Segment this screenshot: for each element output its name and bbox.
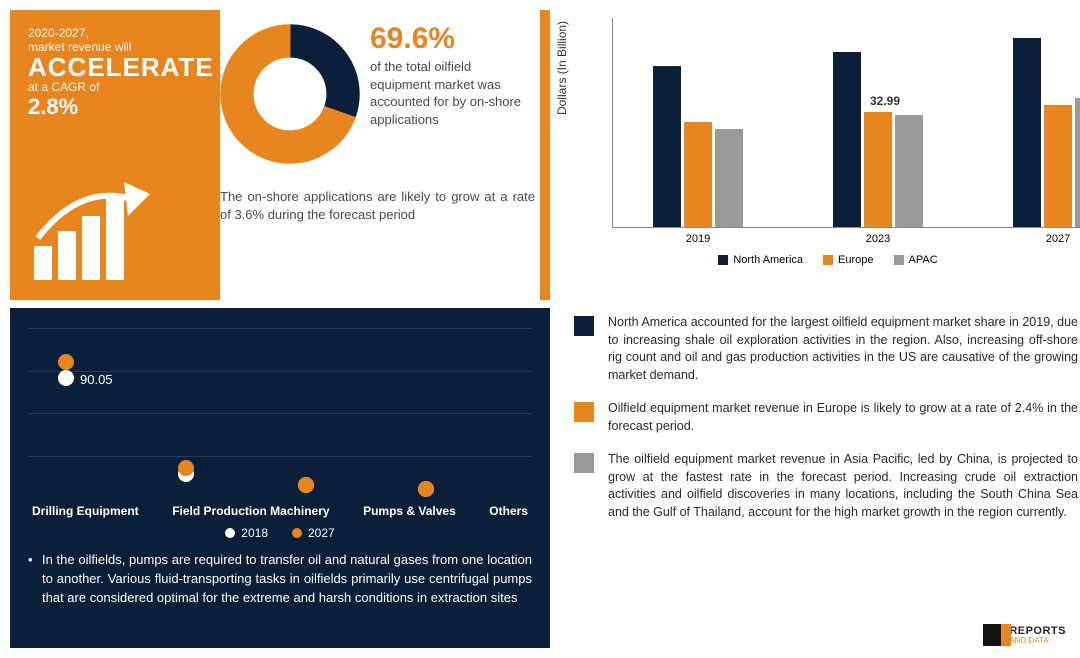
scatter-dot [298,477,314,493]
bar [895,115,923,227]
scatter-legend: 2018 2027 [28,526,532,541]
bar-chart-ylabel: Dollars (In Billion) [555,21,569,115]
logo-mark-icon [983,624,1005,646]
equipment-scatter-panel: 90.05 Drilling Equipment Field Production … [10,308,550,648]
bar [715,129,743,227]
scatter-x-label: Drilling Equipment [32,504,139,518]
region-note-item: North America accounted for the largest … [574,314,1078,384]
growth-chart-icon [28,176,158,286]
legend-item: North America [718,254,803,266]
color-swatch [574,453,594,473]
brand-logo: REPORTS AND DATA [983,624,1066,646]
scatter-plot: 90.05 Drilling Equipment Field Production … [28,328,532,518]
donut-chart [220,24,360,164]
scatter-x-label: Field Production Machinery [172,504,329,518]
scatter-dot [58,370,74,386]
region-note-item: Oilfield equipment market revenue in Eur… [574,400,1078,435]
logo-text: REPORTS AND DATA [1009,626,1066,645]
region-note-text: North America accounted for the largest … [608,314,1078,384]
gridline [28,456,532,457]
scatter-footnote: In the oilfields, pumps are required to … [28,551,532,608]
bar-x-label: 2019 [653,233,743,245]
region-note-text: The oilfield equipment market revenue in… [608,451,1078,521]
color-swatch [574,402,594,422]
gridline [28,371,532,372]
scatter-dot [418,481,434,497]
legend-item: Europe [823,254,873,266]
bar-group: 2019 [653,66,743,227]
donut-description: of the total oilfield equipment market w… [370,58,535,128]
bar [833,52,861,227]
bar-group: 2023 [833,52,923,227]
bar [653,66,681,227]
bar [1075,98,1080,228]
scatter-dot [178,460,194,476]
legend-item: 2018 [225,526,268,540]
scatter-x-label: Others [489,504,528,518]
accelerate-panel: 2020-2027, market revenue will ACCELERAT… [10,10,550,300]
gridline [28,413,532,414]
bar [1044,105,1072,228]
scatter-value-label: 90.05 [80,372,113,387]
donut-footnote: The on-shore applications are likely to … [220,188,535,224]
donut-percent: 69.6% [370,22,455,56]
legend-item: 2027 [292,526,335,540]
color-swatch [574,316,594,336]
donut-panel: 69.6% of the total oilfield equipment ma… [220,10,540,300]
regional-bar-chart: Dollars (In Billion) 201932.9920232027 N… [558,10,1080,300]
legend-item: APAC [894,254,938,266]
region-note-item: The oilfield equipment market revenue in… [574,451,1078,521]
bar [684,122,712,227]
bar-chart-plot: 201932.9920232027 [612,18,1080,228]
scatter-dot [58,354,74,370]
bar-group: 2027 [1013,38,1080,227]
bar [1013,38,1041,227]
bar [864,112,892,227]
region-notes: North America accounted for the largest … [558,308,1080,648]
bar-x-label: 2023 [833,233,923,245]
gridline [28,328,532,329]
bar-x-label: 2027 [1013,233,1080,245]
bar-chart-legend: North America Europe APAC [574,254,1080,268]
region-note-text: Oilfield equipment market revenue in Eur… [608,400,1078,435]
scatter-x-axis: Drilling Equipment Field Production Machi… [28,504,532,518]
scatter-x-label: Pumps & Valves [363,504,456,518]
